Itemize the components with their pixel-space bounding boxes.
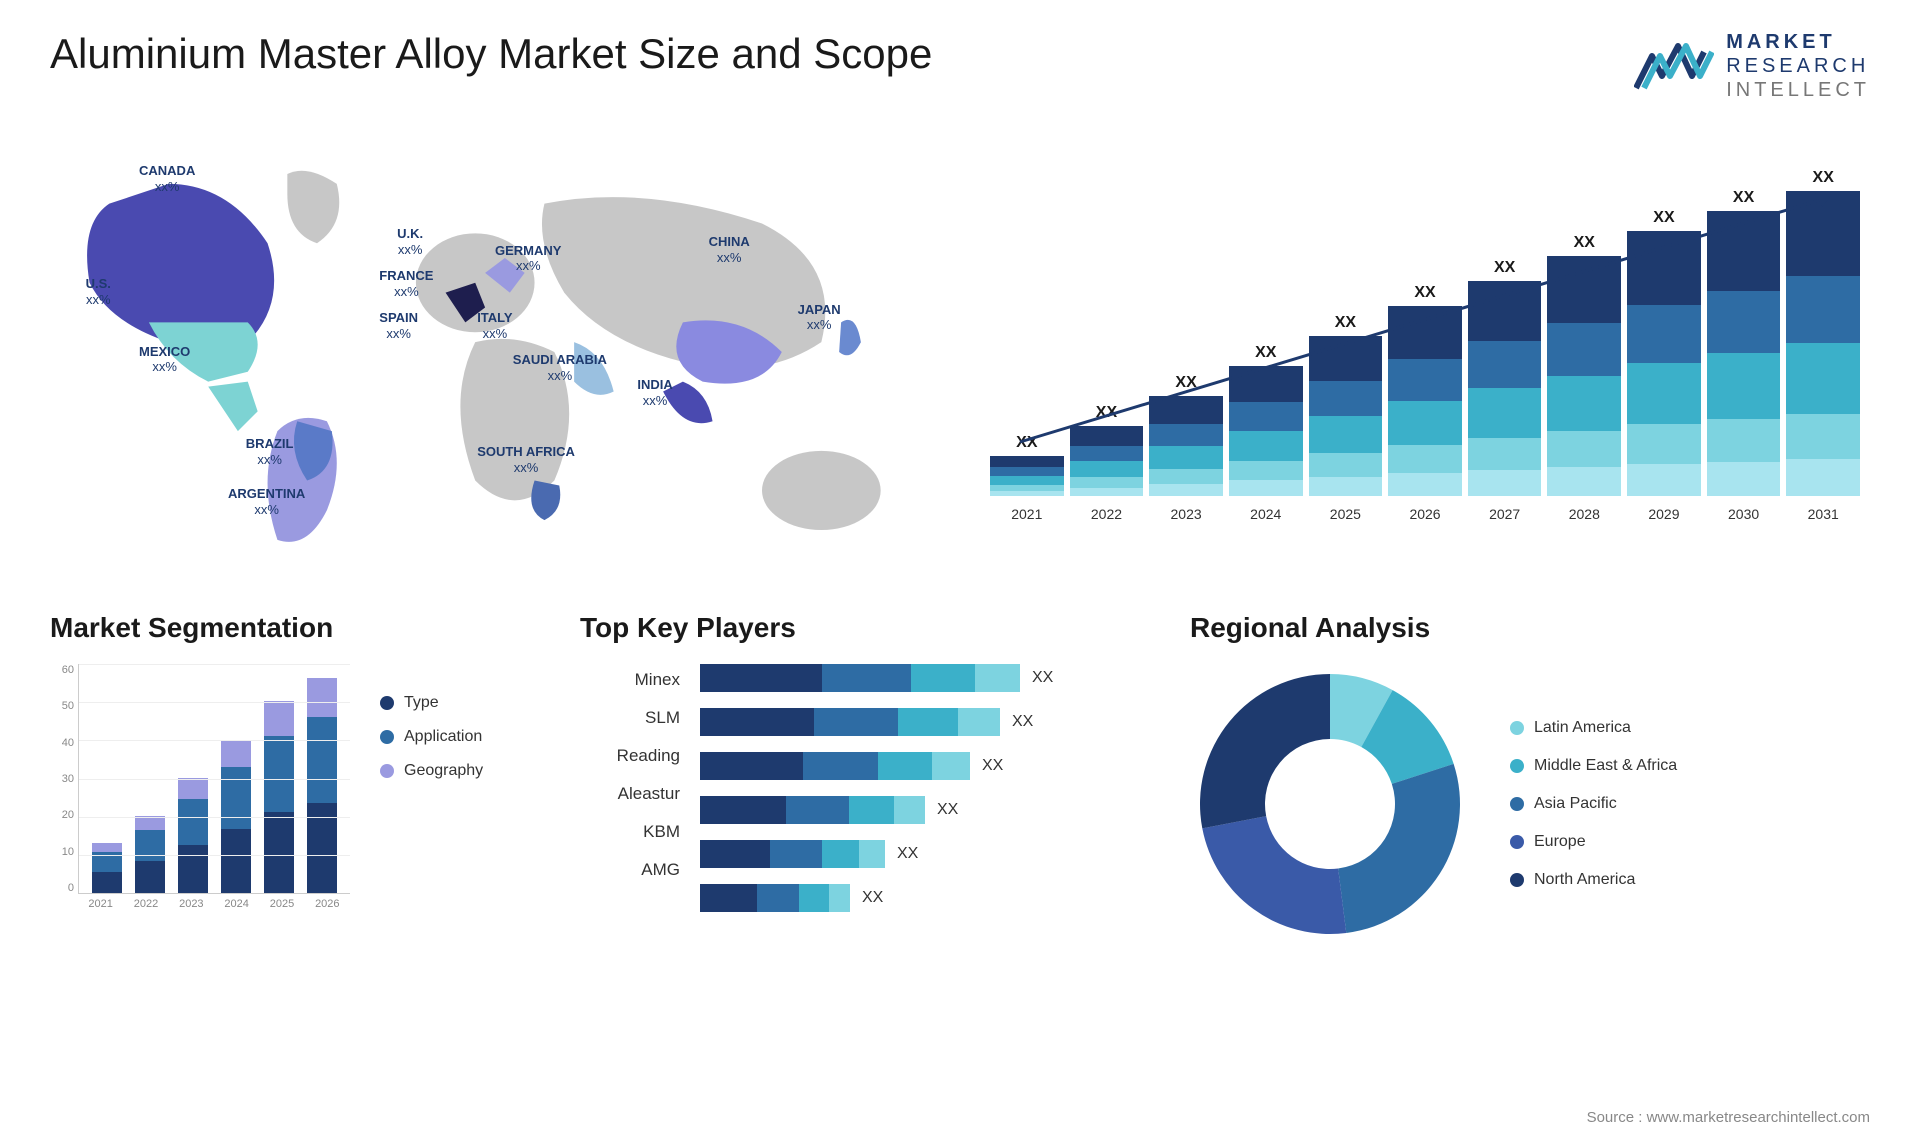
growth-bar: XX2023 [1149, 374, 1223, 522]
players-chart: XX XX XX XX XX XX [700, 664, 1140, 912]
seg-ytick: 50 [50, 700, 74, 712]
map-label: SOUTH AFRICAxx% [477, 444, 575, 475]
growth-bar: XX2024 [1229, 344, 1303, 522]
map-label: CANADAxx% [139, 163, 195, 194]
seg-xlabel: 2024 [224, 898, 248, 924]
map-label: GERMANYxx% [495, 243, 561, 274]
map-label: SPAINxx% [379, 310, 418, 341]
seg-bar [178, 778, 208, 893]
regional-donut-chart [1190, 664, 1470, 944]
map-label: CHINAxx% [709, 234, 750, 265]
segmentation-title: Market Segmentation [50, 612, 530, 644]
legend-item: Europe [1510, 833, 1677, 851]
player-label: Minex [580, 670, 680, 690]
seg-ytick: 10 [50, 846, 74, 858]
seg-ytick: 0 [50, 882, 74, 894]
seg-xlabel: 2026 [315, 898, 339, 924]
legend-item: Type [380, 694, 483, 712]
source-text: Source : www.marketresearchintellect.com [1587, 1109, 1870, 1126]
growth-bar: XX2021 [990, 434, 1064, 522]
map-label: JAPANxx% [798, 302, 841, 333]
world-map: CANADAxx% U.S.xx% MEXICOxx% BRAZILxx% ARGENT… [50, 142, 940, 562]
seg-xlabel: 2023 [179, 898, 203, 924]
legend-item: North America [1510, 871, 1677, 889]
player-bar-row: XX [700, 840, 1140, 868]
brand-logo: MARKET RESEARCH INTELLECT [1634, 30, 1870, 102]
donut-slice [1202, 816, 1346, 934]
seg-xlabel: 2025 [270, 898, 294, 924]
growth-chart: XX2021XX2022XX2023XX2024XX2025XX2026XX20… [980, 142, 1870, 562]
map-label: INDIAxx% [637, 377, 672, 408]
logo-text-1: MARKET [1726, 30, 1870, 54]
legend-item: Asia Pacific [1510, 795, 1677, 813]
seg-bar [264, 701, 294, 893]
legend-item: Latin America [1510, 719, 1677, 737]
map-label: U.S.xx% [86, 276, 111, 307]
logo-text-3: INTELLECT [1726, 78, 1870, 102]
growth-bar: XX2025 [1309, 314, 1383, 522]
segmentation-legend: Type Application Geography [380, 664, 483, 924]
player-label: Reading [580, 746, 680, 766]
growth-bar: XX2026 [1388, 284, 1462, 522]
player-label: KBM [580, 822, 680, 842]
map-label: U.K.xx% [397, 226, 423, 257]
growth-bar: XX2027 [1468, 259, 1542, 522]
seg-ytick: 20 [50, 809, 74, 821]
player-bar-row: XX [700, 664, 1140, 692]
seg-bar [307, 678, 337, 893]
player-label: Aleastur [580, 784, 680, 804]
player-label: SLM [580, 708, 680, 728]
player-bar-row: XX [700, 752, 1140, 780]
players-title: Top Key Players [580, 612, 1140, 644]
regional-title: Regional Analysis [1190, 612, 1870, 644]
map-label: ITALYxx% [477, 310, 512, 341]
map-label: ARGENTINAxx% [228, 486, 305, 517]
page-title: Aluminium Master Alloy Market Size and S… [50, 30, 932, 78]
map-label: BRAZILxx% [246, 436, 294, 467]
legend-item: Application [380, 728, 483, 746]
legend-item: Middle East & Africa [1510, 757, 1677, 775]
map-label: FRANCExx% [379, 268, 433, 299]
logo-text-2: RESEARCH [1726, 54, 1870, 78]
seg-xlabel: 2021 [88, 898, 112, 924]
map-label: SAUDI ARABIAxx% [513, 352, 607, 383]
seg-ytick: 60 [50, 664, 74, 676]
growth-bar: XX2029 [1627, 209, 1701, 522]
seg-xlabel: 2022 [134, 898, 158, 924]
map-label: MEXICOxx% [139, 344, 190, 375]
seg-bar [92, 843, 122, 893]
logo-icon [1634, 38, 1714, 94]
player-bar-row: XX [700, 708, 1140, 736]
player-label: AMG [580, 860, 680, 880]
regional-legend: Latin America Middle East & Africa Asia Pa… [1510, 719, 1677, 889]
player-bar-row: XX [700, 884, 1140, 912]
segmentation-chart: 60 50 40 30 20 10 0 2021 2022 2023 2024 2025 2026 [50, 664, 350, 924]
growth-bar: XX2031 [1786, 169, 1860, 522]
growth-bar: XX2030 [1707, 189, 1781, 522]
donut-slice [1338, 764, 1460, 933]
growth-bar: XX2028 [1547, 234, 1621, 522]
growth-bar: XX2022 [1070, 404, 1144, 522]
player-bar-row: XX [700, 796, 1140, 824]
donut-slice [1200, 674, 1330, 828]
seg-ytick: 30 [50, 773, 74, 785]
seg-ytick: 40 [50, 737, 74, 749]
legend-item: Geography [380, 762, 483, 780]
